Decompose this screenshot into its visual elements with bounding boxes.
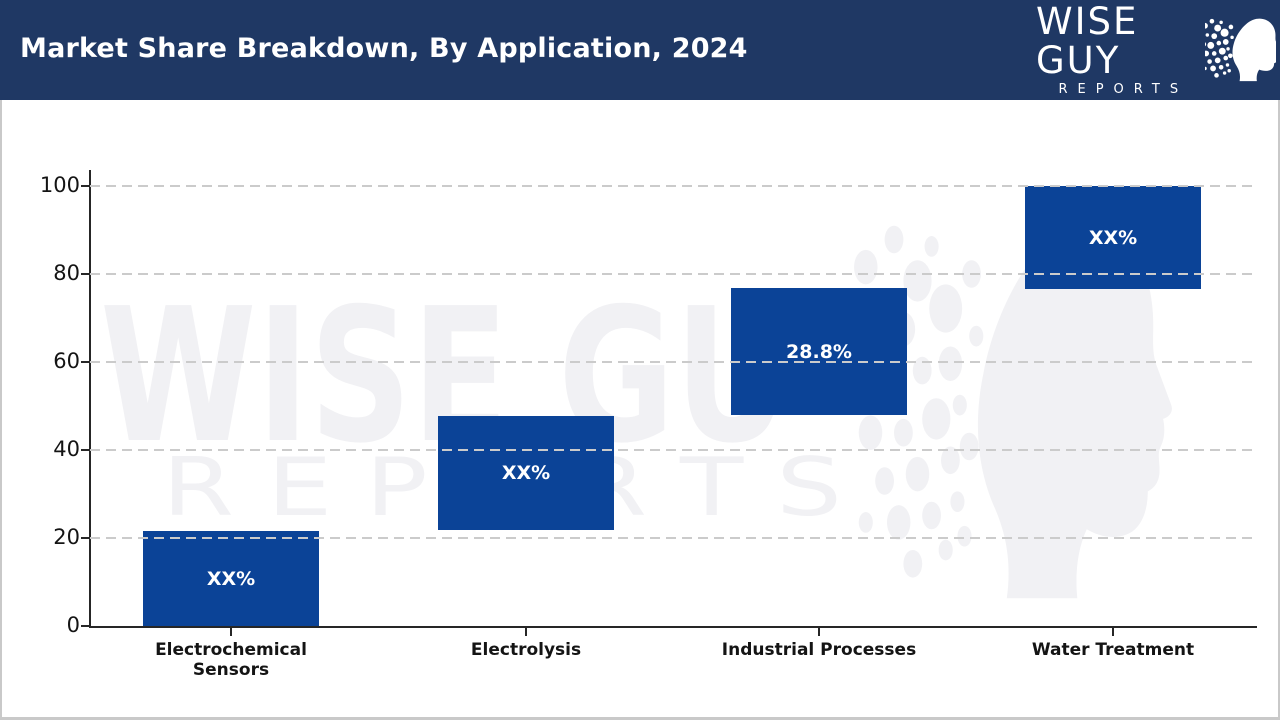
y-tick-mark — [81, 361, 89, 363]
brand-reports-text: REPORTS — [1058, 82, 1189, 98]
x-tick-mark — [818, 628, 820, 636]
y-tick-label: 100 — [39, 173, 80, 197]
x-tick-mark — [525, 628, 527, 636]
bar-value-label: XX% — [206, 567, 256, 590]
x-tick-label: Industrial Processes — [721, 640, 917, 660]
x-tick-label: Water Treatment — [1031, 640, 1195, 660]
x-tick-label: Electrolysis — [470, 640, 582, 660]
y-tick-mark — [81, 185, 89, 187]
y-tick-label: 20 — [53, 525, 80, 549]
brand-face-icon — [1204, 18, 1276, 82]
page-title: Market Share Breakdown, By Application, … — [20, 33, 748, 64]
bar-value-label: XX% — [501, 462, 551, 484]
bar-segment: 28.8% — [731, 288, 907, 415]
bar-value-label: 28.8% — [786, 340, 852, 363]
y-axis — [89, 170, 91, 627]
y-tick-label: 0 — [66, 613, 80, 637]
x-tick-mark — [1112, 628, 1114, 636]
gridline — [90, 537, 1257, 539]
x-tick-label: Electrochemical Sensors — [155, 640, 307, 681]
x-axis — [89, 626, 1257, 628]
x-tick-mark — [230, 628, 232, 636]
gridline — [90, 273, 1257, 275]
y-tick-mark — [81, 625, 89, 627]
y-tick-label: 80 — [53, 261, 80, 285]
bar-value-label: XX% — [1088, 226, 1138, 249]
gridline — [90, 361, 1257, 363]
brand-name-text: WISE GUY — [1036, 0, 1139, 82]
gridline — [90, 185, 1257, 187]
bar-segment: XX% — [438, 416, 614, 530]
y-tick-label: 60 — [53, 349, 80, 373]
gridline — [90, 449, 1257, 451]
y-tick-mark — [81, 537, 89, 539]
y-tick-mark — [81, 449, 89, 451]
bar-segment: XX% — [143, 531, 319, 626]
brand-logo: WISE GUY REPORTS — [1036, 2, 1276, 97]
y-tick-label: 40 — [53, 437, 80, 461]
header-bar: Market Share Breakdown, By Application, … — [0, 0, 1280, 100]
y-tick-mark — [81, 273, 89, 275]
brand-wordmark: WISE GUY REPORTS — [1036, 0, 1203, 98]
